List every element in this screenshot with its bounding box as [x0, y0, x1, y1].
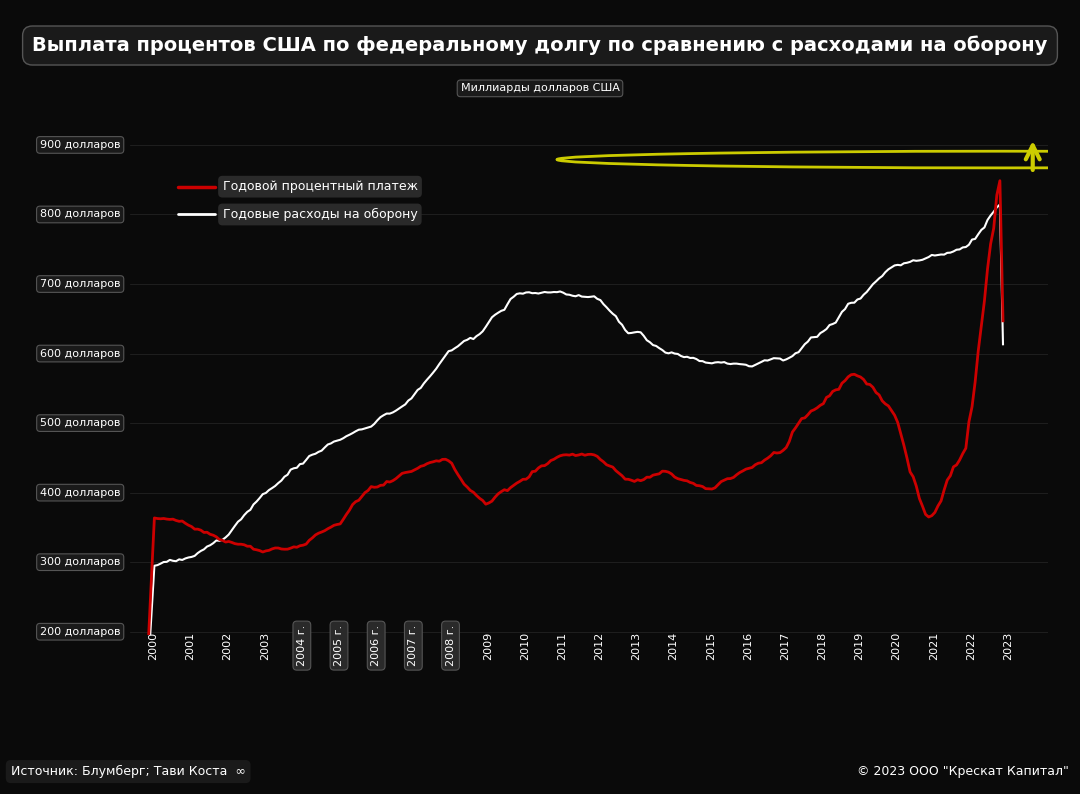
Text: 2017: 2017: [780, 631, 789, 660]
Text: 2002: 2002: [222, 631, 232, 660]
Text: 2021: 2021: [929, 631, 939, 660]
Text: 2010: 2010: [519, 631, 530, 660]
Text: 2011: 2011: [557, 631, 567, 660]
Text: 2004 г.: 2004 г.: [297, 625, 307, 666]
Text: 2012: 2012: [594, 631, 604, 660]
Text: 2013: 2013: [632, 631, 642, 660]
Text: 900 долларов: 900 долларов: [40, 140, 120, 150]
Text: 300 долларов: 300 долларов: [40, 557, 120, 567]
Text: © 2023 ООО "Крескат Капитал": © 2023 ООО "Крескат Капитал": [858, 765, 1069, 778]
Text: 2014: 2014: [669, 631, 678, 660]
Text: Источник: Блумберг; Тави Коста  ∞: Источник: Блумберг; Тави Коста ∞: [11, 765, 245, 778]
Text: 800 долларов: 800 долларов: [40, 210, 120, 219]
Text: Выплата процентов США по федеральному долгу по сравнению с расходами на оборону: Выплата процентов США по федеральному до…: [32, 36, 1048, 56]
Text: 2001: 2001: [186, 631, 195, 660]
Text: 500 долларов: 500 долларов: [40, 418, 120, 428]
Text: 2006 г.: 2006 г.: [372, 625, 381, 666]
Text: 2000: 2000: [148, 631, 158, 660]
Text: Миллиарды долларов США: Миллиарды долларов США: [460, 83, 620, 94]
Text: 2022: 2022: [966, 631, 976, 660]
Text: 600 долларов: 600 долларов: [40, 349, 120, 359]
Text: 2015: 2015: [705, 631, 716, 660]
Text: 200 долларов: 200 долларов: [40, 626, 120, 637]
Text: 2019: 2019: [854, 631, 864, 660]
Text: 400 долларов: 400 долларов: [40, 488, 120, 498]
Text: 2009: 2009: [483, 631, 492, 660]
Text: Годовые расходы на оборону: Годовые расходы на оборону: [222, 208, 417, 221]
Text: 2003: 2003: [259, 631, 270, 660]
Text: 2007 г.: 2007 г.: [408, 625, 418, 666]
Text: 2018: 2018: [818, 631, 827, 660]
Text: Годовой процентный платеж: Годовой процентный платеж: [222, 180, 418, 193]
Text: 2020: 2020: [891, 631, 902, 660]
Text: 2023: 2023: [1003, 631, 1013, 660]
Text: 2008 г.: 2008 г.: [446, 625, 456, 666]
Text: 2016: 2016: [743, 631, 753, 660]
Text: 700 долларов: 700 долларов: [40, 279, 120, 289]
Text: 2005 г.: 2005 г.: [334, 625, 345, 666]
